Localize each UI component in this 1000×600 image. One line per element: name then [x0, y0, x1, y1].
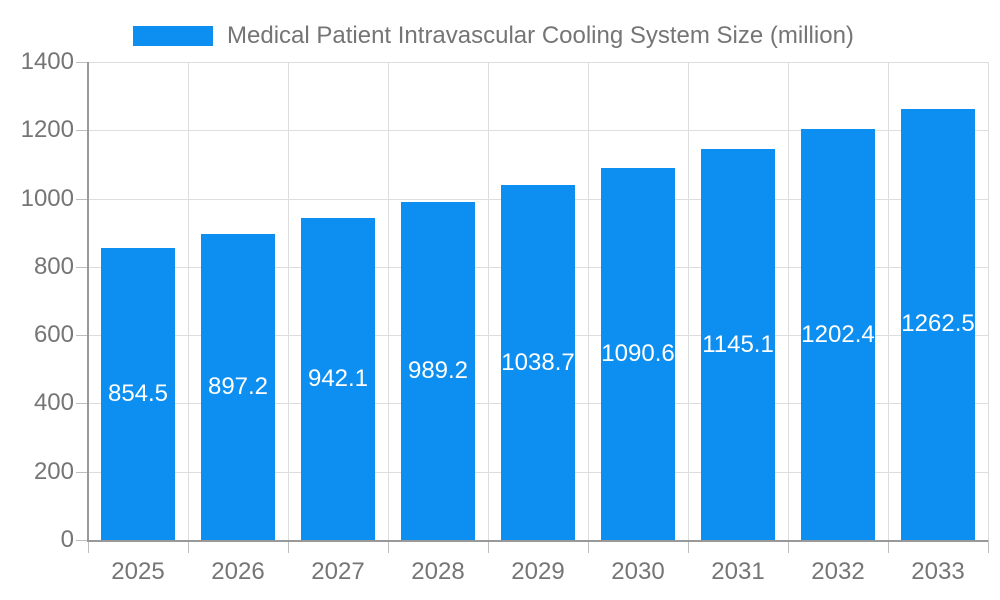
x-axis-tick	[88, 540, 89, 553]
legend: Medical Patient Intravascular Cooling Sy…	[133, 22, 854, 50]
x-axis-tick-label: 2030	[611, 558, 665, 585]
x-gridline	[288, 62, 289, 540]
x-gridline	[988, 62, 989, 540]
y-axis-tick-label: 800	[33, 252, 74, 280]
y-axis-tick	[76, 471, 88, 473]
x-gridline	[588, 62, 589, 540]
x-axis-tick-label: 2029	[511, 558, 565, 585]
x-gridline	[888, 62, 889, 540]
y-axis-tick	[76, 62, 88, 63]
x-gridline	[788, 62, 789, 540]
y-axis-tick-label: 200	[33, 457, 74, 485]
y-axis-tick-label: 0	[60, 526, 74, 553]
x-axis-tick-label: 2032	[811, 558, 865, 585]
legend-swatch	[133, 26, 213, 46]
y-axis-tick	[76, 198, 88, 200]
x-axis-line	[87, 540, 988, 542]
y-gridline	[88, 62, 988, 63]
bar[interactable]: 942.1	[301, 218, 375, 540]
x-axis-tick	[788, 540, 789, 553]
bar-value-label: 1145.1	[702, 330, 774, 358]
bar[interactable]: 1090.6	[601, 167, 675, 540]
bar-value-label: 942.1	[307, 365, 369, 393]
x-gridline	[188, 62, 189, 540]
x-axis-tick	[588, 540, 589, 553]
y-axis-tick	[76, 403, 88, 405]
legend-label: Medical Patient Intravascular Cooling Sy…	[227, 22, 854, 49]
y-axis-tick	[76, 540, 88, 541]
y-axis-tick-label: 400	[33, 389, 74, 417]
y-axis-tick	[76, 266, 88, 268]
x-axis-tick-label: 2025	[111, 558, 165, 585]
x-axis-tick	[688, 540, 689, 553]
x-gridline	[688, 62, 689, 540]
y-axis-line	[87, 62, 89, 540]
bar-value-label: 1090.6	[601, 339, 675, 367]
bar-value-label: 854.5	[107, 380, 169, 408]
x-axis-tick	[988, 540, 989, 553]
x-axis-tick	[888, 540, 889, 553]
x-gridline	[488, 62, 489, 540]
x-gridline	[388, 62, 389, 540]
bar[interactable]: 1038.7	[501, 185, 575, 540]
bar[interactable]: 989.2	[401, 202, 475, 540]
bar-value-label: 897.2	[207, 372, 269, 400]
y-axis-tick-label: 1400	[20, 48, 74, 75]
bar-value-label: 989.2	[407, 357, 469, 385]
x-axis-tick	[388, 540, 389, 553]
x-axis-tick	[288, 540, 289, 553]
x-axis-tick	[488, 540, 489, 553]
x-axis-tick	[188, 540, 189, 553]
bar[interactable]: 897.2	[201, 233, 275, 540]
y-axis-tick-label: 1200	[20, 116, 74, 144]
bar-value-label: 1262.5	[901, 310, 975, 338]
y-axis-tick-label: 600	[33, 321, 74, 349]
x-axis-tick-label: 2031	[711, 558, 765, 585]
x-axis-tick-label: 2028	[411, 558, 465, 585]
bar-value-label: 1202.4	[801, 320, 875, 348]
bar-value-label: 1038.7	[501, 348, 575, 376]
bar[interactable]: 854.5	[101, 248, 175, 540]
x-axis-tick-label: 2033	[911, 558, 965, 585]
y-gridline	[88, 130, 988, 132]
y-axis-tick-label: 1000	[20, 184, 74, 212]
x-axis-tick-label: 2027	[311, 558, 365, 585]
bar[interactable]: 1202.4	[801, 129, 875, 540]
x-axis-tick-label: 2026	[211, 558, 265, 585]
y-axis-tick	[76, 130, 88, 132]
y-axis-tick	[76, 335, 88, 337]
bar[interactable]: 1262.5	[901, 108, 975, 540]
bar[interactable]: 1145.1	[701, 149, 775, 540]
